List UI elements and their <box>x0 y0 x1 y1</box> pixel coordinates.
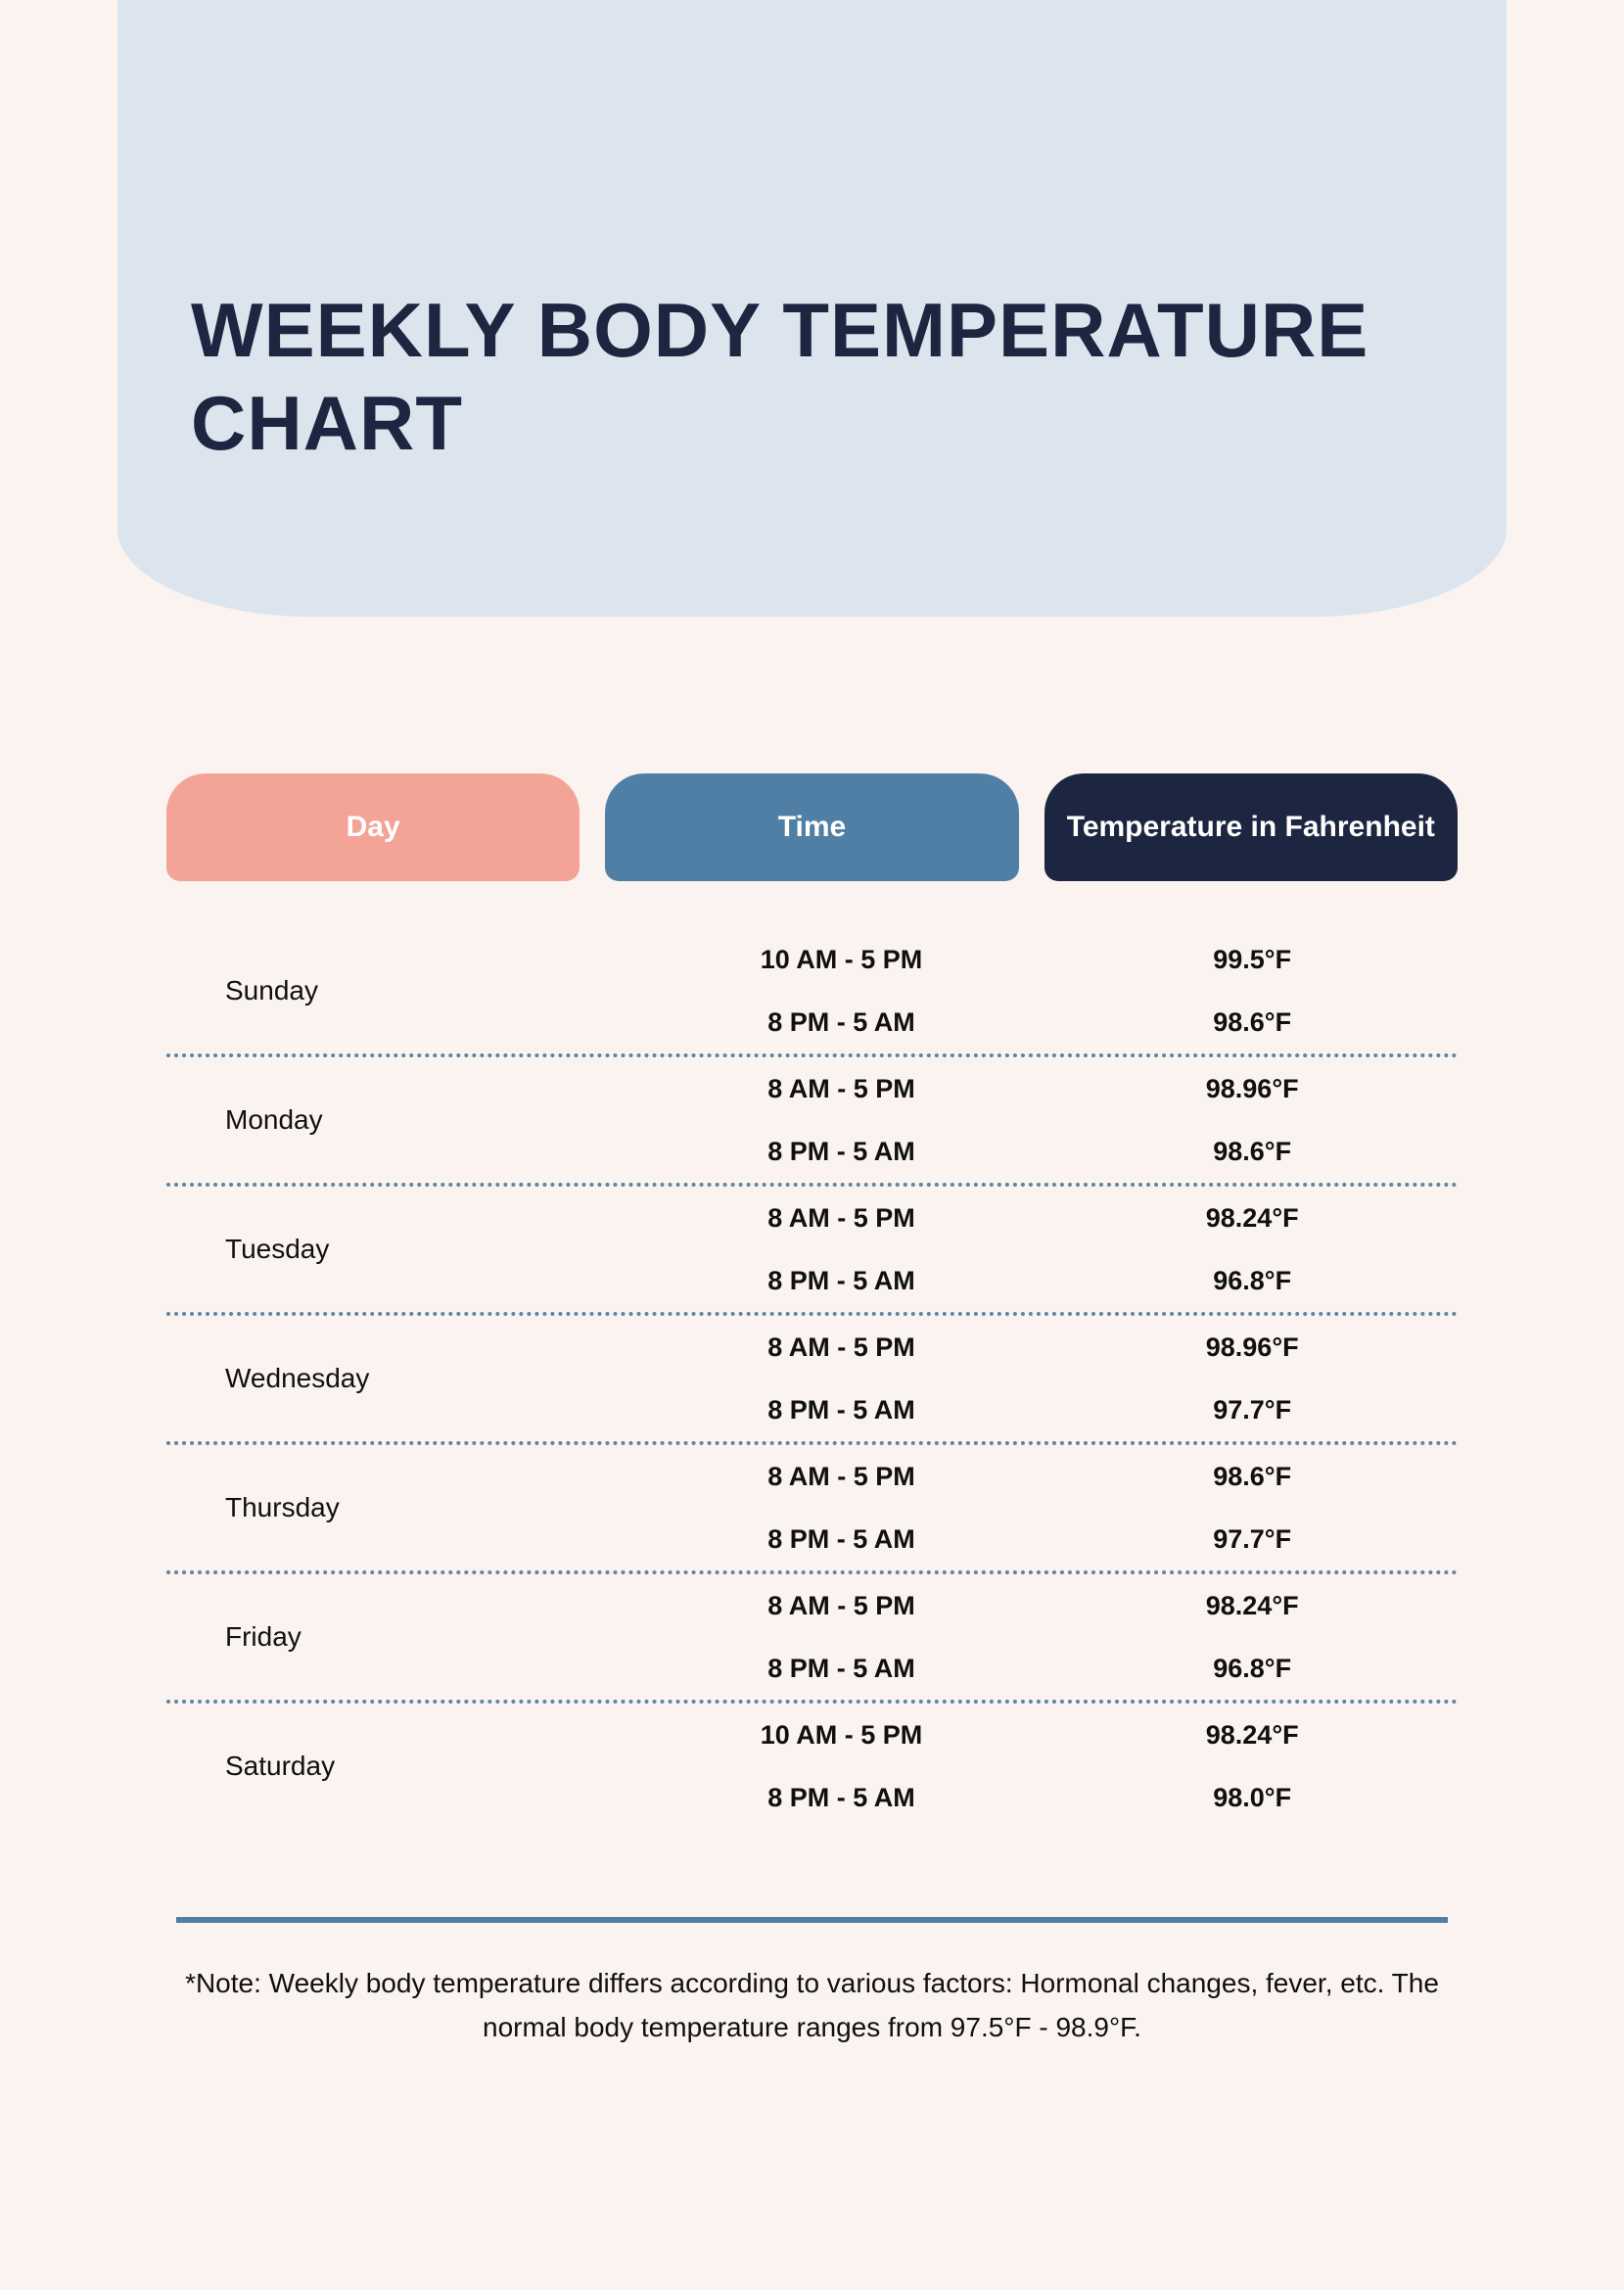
readings-group: 8 AM - 5 PM98.96°F8 PM - 5 AM97.7°F <box>636 1316 1458 1441</box>
temperature-cell: 98.6°F <box>1046 1007 1458 1038</box>
reading-row: 8 AM - 5 PM98.6°F <box>636 1445 1458 1508</box>
temperature-cell: 98.96°F <box>1046 1074 1458 1104</box>
temperature-cell: 98.96°F <box>1046 1332 1458 1363</box>
time-cell: 8 PM - 5 AM <box>636 1395 1047 1425</box>
table-row: Saturday10 AM - 5 PM98.24°F8 PM - 5 AM98… <box>166 1704 1458 1829</box>
day-cell: Saturday <box>166 1704 636 1829</box>
day-cell: Friday <box>166 1574 636 1700</box>
reading-row: 8 AM - 5 PM98.24°F <box>636 1574 1458 1637</box>
reading-row: 8 PM - 5 AM96.8°F <box>636 1249 1458 1312</box>
reading-row: 8 AM - 5 PM98.96°F <box>636 1316 1458 1379</box>
table-row: Wednesday8 AM - 5 PM98.96°F8 PM - 5 AM97… <box>166 1316 1458 1445</box>
page-title: WEEKLY BODY TEMPERATURE CHART <box>191 284 1433 470</box>
reading-row: 8 PM - 5 AM98.0°F <box>636 1766 1458 1829</box>
temperature-cell: 98.24°F <box>1046 1203 1458 1234</box>
temperature-cell: 98.6°F <box>1046 1462 1458 1492</box>
time-cell: 8 AM - 5 PM <box>636 1591 1047 1621</box>
reading-row: 8 AM - 5 PM98.96°F <box>636 1057 1458 1120</box>
temperature-cell: 97.7°F <box>1046 1395 1458 1425</box>
day-cell: Monday <box>166 1057 636 1183</box>
readings-group: 10 AM - 5 PM99.5°F8 PM - 5 AM98.6°F <box>636 928 1458 1053</box>
column-header-day: Day <box>166 773 580 881</box>
table-row: Friday8 AM - 5 PM98.24°F8 PM - 5 AM96.8°… <box>166 1574 1458 1704</box>
time-cell: 8 PM - 5 AM <box>636 1007 1047 1038</box>
time-cell: 10 AM - 5 PM <box>636 945 1047 975</box>
temperature-table: Day Time Temperature in Fahrenheit Sunda… <box>166 773 1458 2050</box>
column-header-temp: Temperature in Fahrenheit <box>1044 773 1458 881</box>
time-cell: 8 AM - 5 PM <box>636 1074 1047 1104</box>
readings-group: 8 AM - 5 PM98.24°F8 PM - 5 AM96.8°F <box>636 1187 1458 1312</box>
time-cell: 10 AM - 5 PM <box>636 1720 1047 1751</box>
reading-row: 10 AM - 5 PM98.24°F <box>636 1704 1458 1766</box>
temperature-cell: 97.7°F <box>1046 1524 1458 1555</box>
time-cell: 8 PM - 5 AM <box>636 1524 1047 1555</box>
temperature-cell: 96.8°F <box>1046 1654 1458 1684</box>
reading-row: 8 PM - 5 AM96.8°F <box>636 1637 1458 1700</box>
temperature-cell: 98.24°F <box>1046 1591 1458 1621</box>
reading-row: 10 AM - 5 PM99.5°F <box>636 928 1458 991</box>
temperature-cell: 98.0°F <box>1046 1783 1458 1813</box>
readings-group: 8 AM - 5 PM98.24°F8 PM - 5 AM96.8°F <box>636 1574 1458 1700</box>
temperature-cell: 98.24°F <box>1046 1720 1458 1751</box>
temperature-cell: 96.8°F <box>1046 1266 1458 1296</box>
reading-row: 8 AM - 5 PM98.24°F <box>636 1187 1458 1249</box>
footnote: *Note: Weekly body temperature differs a… <box>166 1962 1458 2050</box>
time-cell: 8 PM - 5 AM <box>636 1137 1047 1167</box>
readings-group: 10 AM - 5 PM98.24°F8 PM - 5 AM98.0°F <box>636 1704 1458 1829</box>
temperature-cell: 98.6°F <box>1046 1137 1458 1167</box>
reading-row: 8 PM - 5 AM97.7°F <box>636 1508 1458 1570</box>
time-cell: 8 AM - 5 PM <box>636 1462 1047 1492</box>
table-row: Thursday8 AM - 5 PM98.6°F8 PM - 5 AM97.7… <box>166 1445 1458 1574</box>
table-row: Monday8 AM - 5 PM98.96°F8 PM - 5 AM98.6°… <box>166 1057 1458 1187</box>
readings-group: 8 AM - 5 PM98.96°F8 PM - 5 AM98.6°F <box>636 1057 1458 1183</box>
day-cell: Wednesday <box>166 1316 636 1441</box>
table-row: Sunday10 AM - 5 PM99.5°F8 PM - 5 AM98.6°… <box>166 928 1458 1057</box>
readings-group: 8 AM - 5 PM98.6°F8 PM - 5 AM97.7°F <box>636 1445 1458 1570</box>
temperature-cell: 99.5°F <box>1046 945 1458 975</box>
time-cell: 8 PM - 5 AM <box>636 1783 1047 1813</box>
time-cell: 8 PM - 5 AM <box>636 1654 1047 1684</box>
table-row: Tuesday8 AM - 5 PM98.24°F8 PM - 5 AM96.8… <box>166 1187 1458 1316</box>
reading-row: 8 PM - 5 AM98.6°F <box>636 1120 1458 1183</box>
footer-rule <box>176 1917 1448 1923</box>
table-rows: Sunday10 AM - 5 PM99.5°F8 PM - 5 AM98.6°… <box>166 928 1458 1829</box>
day-cell: Sunday <box>166 928 636 1053</box>
column-header-time: Time <box>605 773 1018 881</box>
day-cell: Thursday <box>166 1445 636 1570</box>
reading-row: 8 PM - 5 AM97.7°F <box>636 1379 1458 1441</box>
time-cell: 8 AM - 5 PM <box>636 1332 1047 1363</box>
time-cell: 8 PM - 5 AM <box>636 1266 1047 1296</box>
day-cell: Tuesday <box>166 1187 636 1312</box>
time-cell: 8 AM - 5 PM <box>636 1203 1047 1234</box>
column-headers: Day Time Temperature in Fahrenheit <box>166 773 1458 881</box>
reading-row: 8 PM - 5 AM98.6°F <box>636 991 1458 1053</box>
